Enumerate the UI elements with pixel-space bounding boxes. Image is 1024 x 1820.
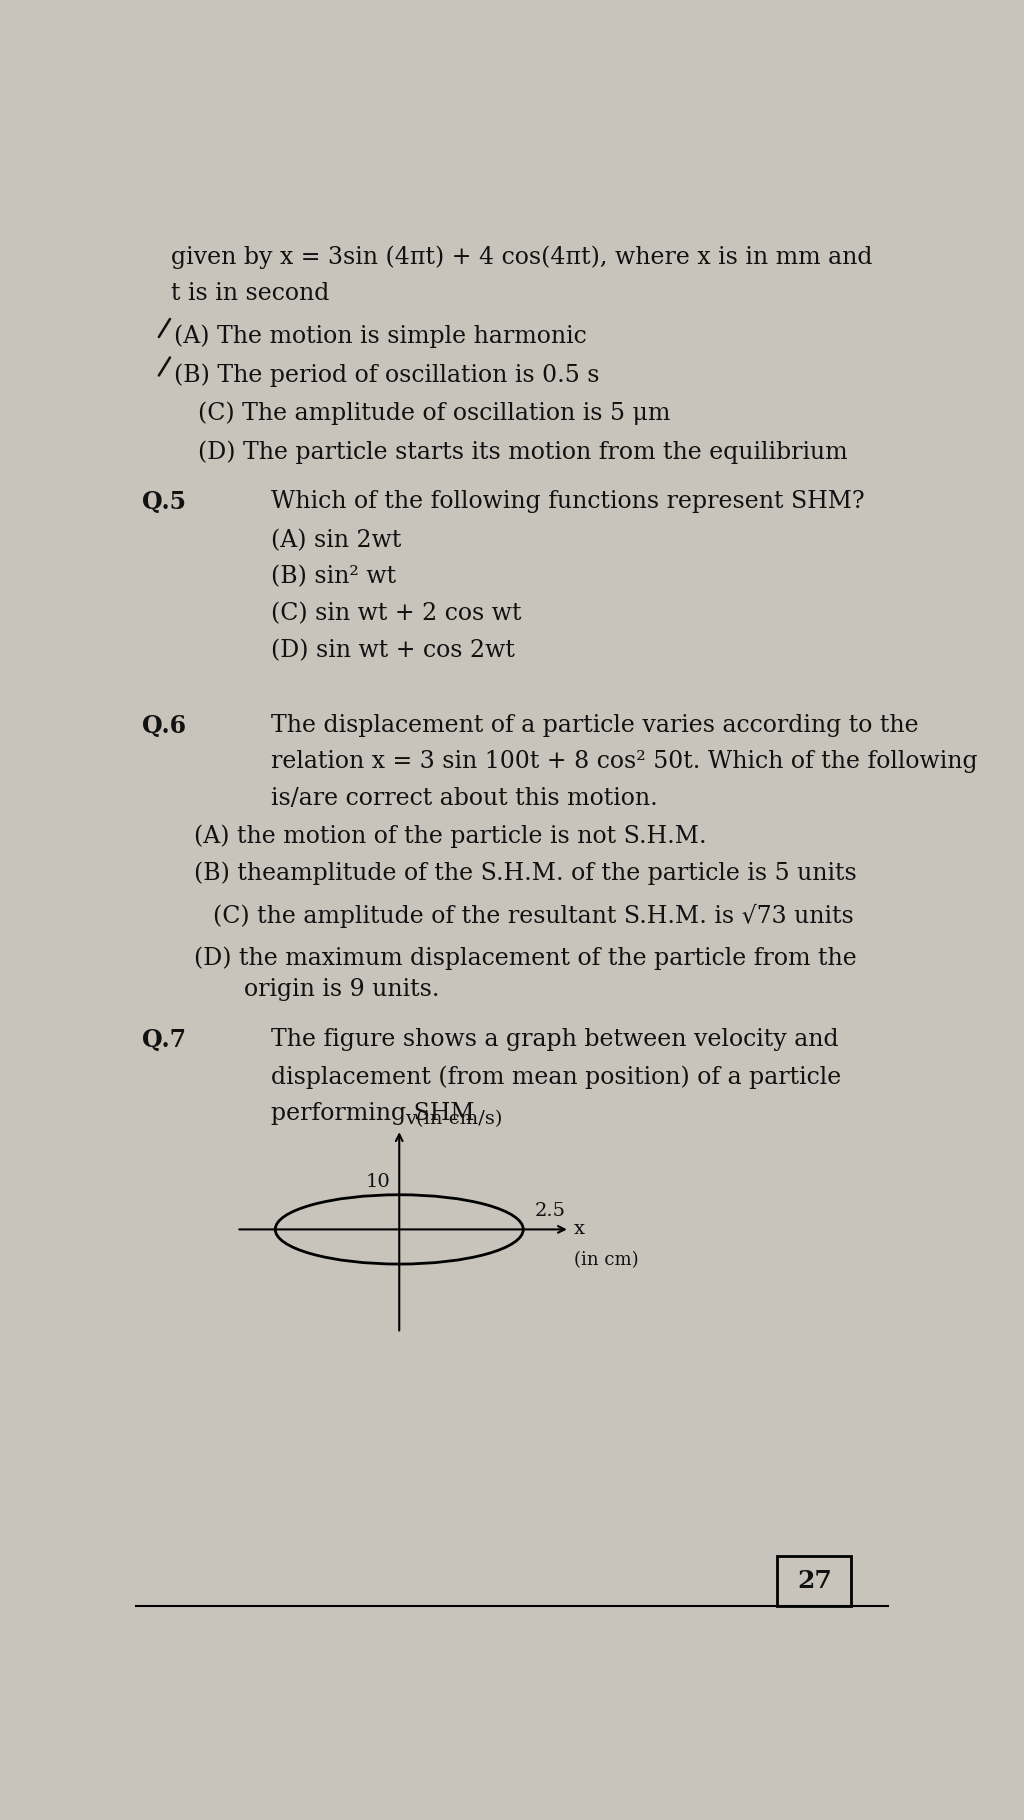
Text: (B) The period of oscillation is 0.5 s: (B) The period of oscillation is 0.5 s xyxy=(174,364,600,386)
Text: (A) the motion of the particle is not S.H.M.: (A) the motion of the particle is not S.… xyxy=(194,824,707,848)
Text: v(in cm/s): v(in cm/s) xyxy=(406,1110,503,1128)
Text: 27: 27 xyxy=(797,1569,831,1592)
Text: (C) The amplitude of oscillation is 5 μm: (C) The amplitude of oscillation is 5 μm xyxy=(198,402,670,426)
FancyBboxPatch shape xyxy=(777,1556,851,1605)
Text: displacement (from mean position) of a particle: displacement (from mean position) of a p… xyxy=(271,1065,842,1088)
Text: The displacement of a particle varies according to the: The displacement of a particle varies ac… xyxy=(271,713,919,737)
Text: performing SHM: performing SHM xyxy=(271,1103,475,1125)
Text: (B) theamplitude of the S.H.M. of the particle is 5 units: (B) theamplitude of the S.H.M. of the pa… xyxy=(194,861,857,885)
Text: (A) sin 2wt: (A) sin 2wt xyxy=(271,530,401,551)
Text: Q.6: Q.6 xyxy=(142,713,186,737)
Text: Q.5: Q.5 xyxy=(142,490,186,515)
Text: (A) The motion is simple harmonic: (A) The motion is simple harmonic xyxy=(174,324,587,348)
Text: relation x = 3 sin 100t + 8 cos² 50t. Which of the following: relation x = 3 sin 100t + 8 cos² 50t. Wh… xyxy=(271,750,978,773)
Text: (D) The particle starts its motion from the equilibrium: (D) The particle starts its motion from … xyxy=(198,440,848,464)
Text: t is in second: t is in second xyxy=(171,282,329,306)
Text: (in cm): (in cm) xyxy=(573,1250,638,1269)
Text: 10: 10 xyxy=(366,1172,390,1190)
Text: (D) sin wt + cos 2wt: (D) sin wt + cos 2wt xyxy=(271,639,515,662)
Text: (C) sin wt + 2 cos wt: (C) sin wt + 2 cos wt xyxy=(271,602,522,626)
Text: is/are correct about this motion.: is/are correct about this motion. xyxy=(271,788,658,810)
Text: The figure shows a graph between velocity and: The figure shows a graph between velocit… xyxy=(271,1028,839,1052)
Text: (C) the amplitude of the resultant S.H.M. is √73 units: (C) the amplitude of the resultant S.H.M… xyxy=(213,905,854,928)
Text: 2.5: 2.5 xyxy=(535,1203,566,1219)
Text: (D) the maximum displacement of the particle from the: (D) the maximum displacement of the part… xyxy=(194,946,857,970)
Text: given by x = 3sin (4πt) + 4 cos(4πt), where x is in mm and: given by x = 3sin (4πt) + 4 cos(4πt), wh… xyxy=(171,246,872,269)
Text: origin is 9 units.: origin is 9 units. xyxy=(245,979,439,1001)
Text: Which of the following functions represent SHM?: Which of the following functions represe… xyxy=(271,490,865,513)
Text: Q.7: Q.7 xyxy=(142,1028,186,1052)
Text: x: x xyxy=(573,1221,585,1238)
Text: (B) sin² wt: (B) sin² wt xyxy=(271,566,396,588)
